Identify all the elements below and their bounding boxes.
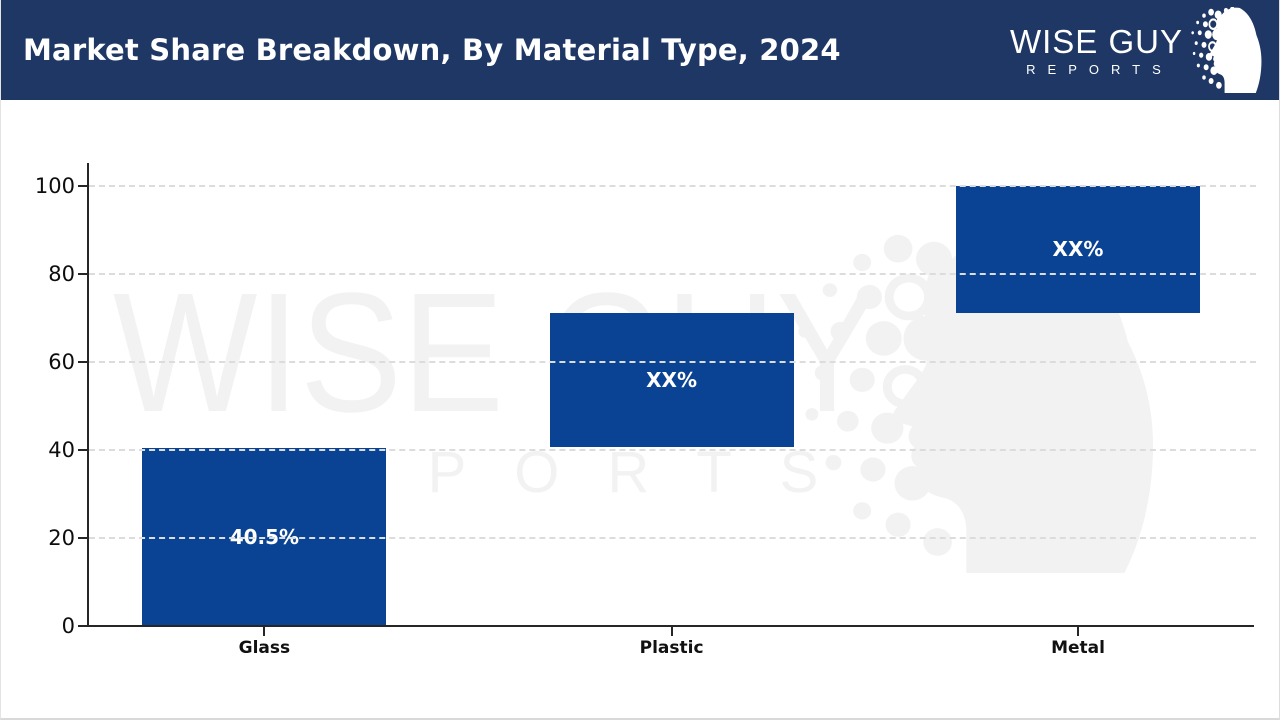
header: Market Share Breakdown, By Material Type… <box>1 0 1279 100</box>
bar-glass: 40.5% <box>142 447 387 626</box>
y-gridline <box>89 448 1256 451</box>
y-tick-label: 20 <box>48 525 75 550</box>
face-profile-dots-icon <box>1191 7 1262 93</box>
brand-logo: WISE GUY REPORTS <box>1010 7 1265 93</box>
x-tickmark <box>263 627 266 636</box>
y-gridline <box>89 360 1256 363</box>
y-axis-spine <box>87 163 89 627</box>
y-tick-label: 100 <box>34 173 75 198</box>
y-gridline <box>89 536 1256 539</box>
page-title: Market Share Breakdown, By Material Type… <box>23 33 841 67</box>
bar-value-label: 40.5% <box>229 524 300 549</box>
x-axis-spine <box>87 625 1254 627</box>
y-gridline <box>89 272 1256 275</box>
logo-wordmark: WISE GUY <box>1009 22 1183 60</box>
y-tickmark <box>78 624 87 627</box>
bar-plastic: XX% <box>549 313 794 448</box>
y-gridline <box>89 184 1256 187</box>
bar-value-label: XX% <box>646 368 698 393</box>
y-tick-label: 80 <box>48 261 75 286</box>
y-tick-label: 0 <box>61 613 75 638</box>
category-label-glass: Glass <box>238 638 291 658</box>
y-tickmark <box>78 272 87 275</box>
bar-metal: XX% <box>956 185 1200 314</box>
y-tick-label: 40 <box>48 437 75 462</box>
logo-subtitle: REPORTS <box>1026 61 1173 77</box>
y-tickmark <box>78 448 87 451</box>
y-tickmark <box>78 184 87 187</box>
y-tickmark <box>78 536 87 539</box>
bar-value-label: XX% <box>1052 237 1104 262</box>
x-tickmark <box>1077 627 1079 636</box>
x-tickmark <box>670 627 673 636</box>
category-label-plastic: Plastic <box>639 638 704 658</box>
brand-logo-text: WISE GUY REPORTS <box>1010 25 1183 76</box>
y-tickmark <box>78 360 87 363</box>
category-label-metal: Metal <box>1051 638 1105 658</box>
y-tick-label: 60 <box>48 349 75 374</box>
